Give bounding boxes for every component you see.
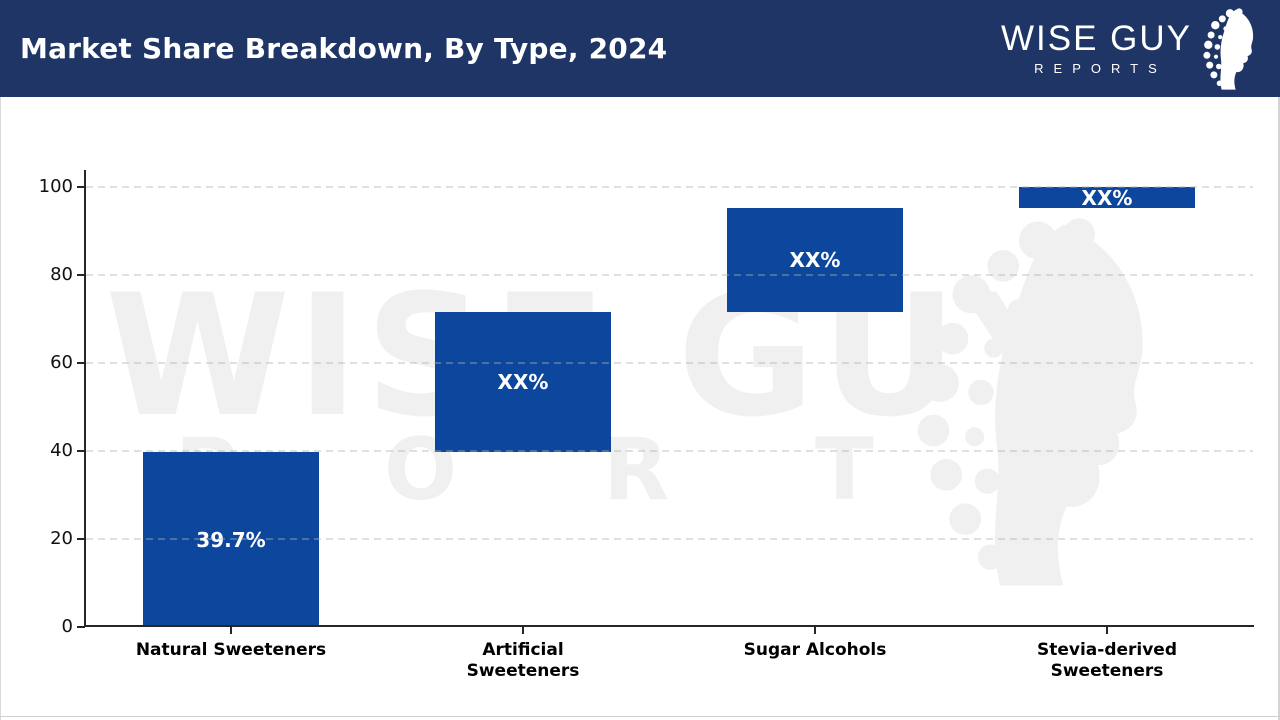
gridline-60 [86, 362, 1253, 364]
y-tick-60 [77, 362, 85, 364]
x-tick-artificial-sweeteners [522, 627, 524, 634]
y-tick-label-100: 100 [38, 176, 73, 197]
x-category-label-line: Artificial [482, 640, 564, 660]
bar-sugar-alcohols: XX% [727, 208, 903, 313]
header-bar: Market Share Breakdown, By Type, 2024 WI… [0, 0, 1280, 97]
y-tick-80 [77, 274, 85, 276]
gridline-20 [86, 538, 1253, 540]
bar-value-label-artificial-sweeteners: XX% [497, 370, 549, 395]
page-left-border [0, 97, 1, 720]
x-category-label-line: Sweeteners [1050, 661, 1164, 681]
footer-rule [0, 716, 1280, 717]
bar-stevia-derived-sweeteners: XX% [1019, 185, 1195, 210]
bar-natural-sweeteners: 39.7% [143, 452, 319, 627]
logo-face-icon [1203, 7, 1254, 90]
gridline-80 [86, 274, 1253, 276]
bar-artificial-sweeteners: XX% [435, 312, 611, 453]
gridline-40 [86, 450, 1253, 452]
x-category-label-stevia-derived-sweeteners: Stevia-derived Sweeteners [961, 640, 1253, 682]
y-tick-label-60: 60 [50, 352, 73, 373]
y-tick-40 [77, 450, 85, 452]
y-tick-label-80: 80 [50, 264, 73, 285]
wise-guy-reports-logo: WISE GUY REPORTS [1001, 7, 1280, 91]
page-title: Market Share Breakdown, By Type, 2024 [20, 32, 668, 65]
x-axis-spine [84, 625, 1254, 627]
x-category-label-line: Natural Sweeteners [135, 640, 327, 660]
bar-value-label-sugar-alcohols: XX% [789, 248, 841, 273]
logo-subtitle: REPORTS [1034, 60, 1167, 76]
y-tick-20 [77, 538, 85, 540]
y-tick-label-40: 40 [50, 440, 73, 461]
page-right-border [1278, 97, 1280, 720]
y-tick-100 [77, 186, 85, 188]
x-tick-stevia-derived-sweeteners [1106, 627, 1108, 634]
watermark-face-logo [917, 218, 1143, 586]
x-category-label-sugar-alcohols: Sugar Alcohols [669, 640, 961, 661]
logo-text: WISE GUY REPORTS [1000, 19, 1192, 76]
x-tick-natural-sweeteners [230, 627, 232, 634]
y-tick-0 [77, 626, 85, 628]
bar-value-label-stevia-derived-sweeteners: XX% [1081, 185, 1133, 210]
x-category-label-line: Sweeteners [466, 661, 580, 681]
y-tick-label-0: 0 [61, 616, 73, 637]
x-category-label-line: Stevia-derived [1036, 640, 1178, 660]
x-category-label-natural-sweeteners: Natural Sweeteners [85, 640, 377, 661]
gridline-100 [86, 186, 1253, 188]
y-axis-spine [84, 170, 86, 627]
y-tick-label-20: 20 [50, 528, 73, 549]
logo-wordmark: WISE GUY [1000, 19, 1192, 59]
bar-value-label-natural-sweeteners: 39.7% [196, 527, 266, 552]
x-category-label-artificial-sweeteners: Artificial Sweeteners [377, 640, 669, 682]
x-tick-sugar-alcohols [814, 627, 816, 634]
x-category-label-line: Sugar Alcohols [743, 640, 887, 660]
